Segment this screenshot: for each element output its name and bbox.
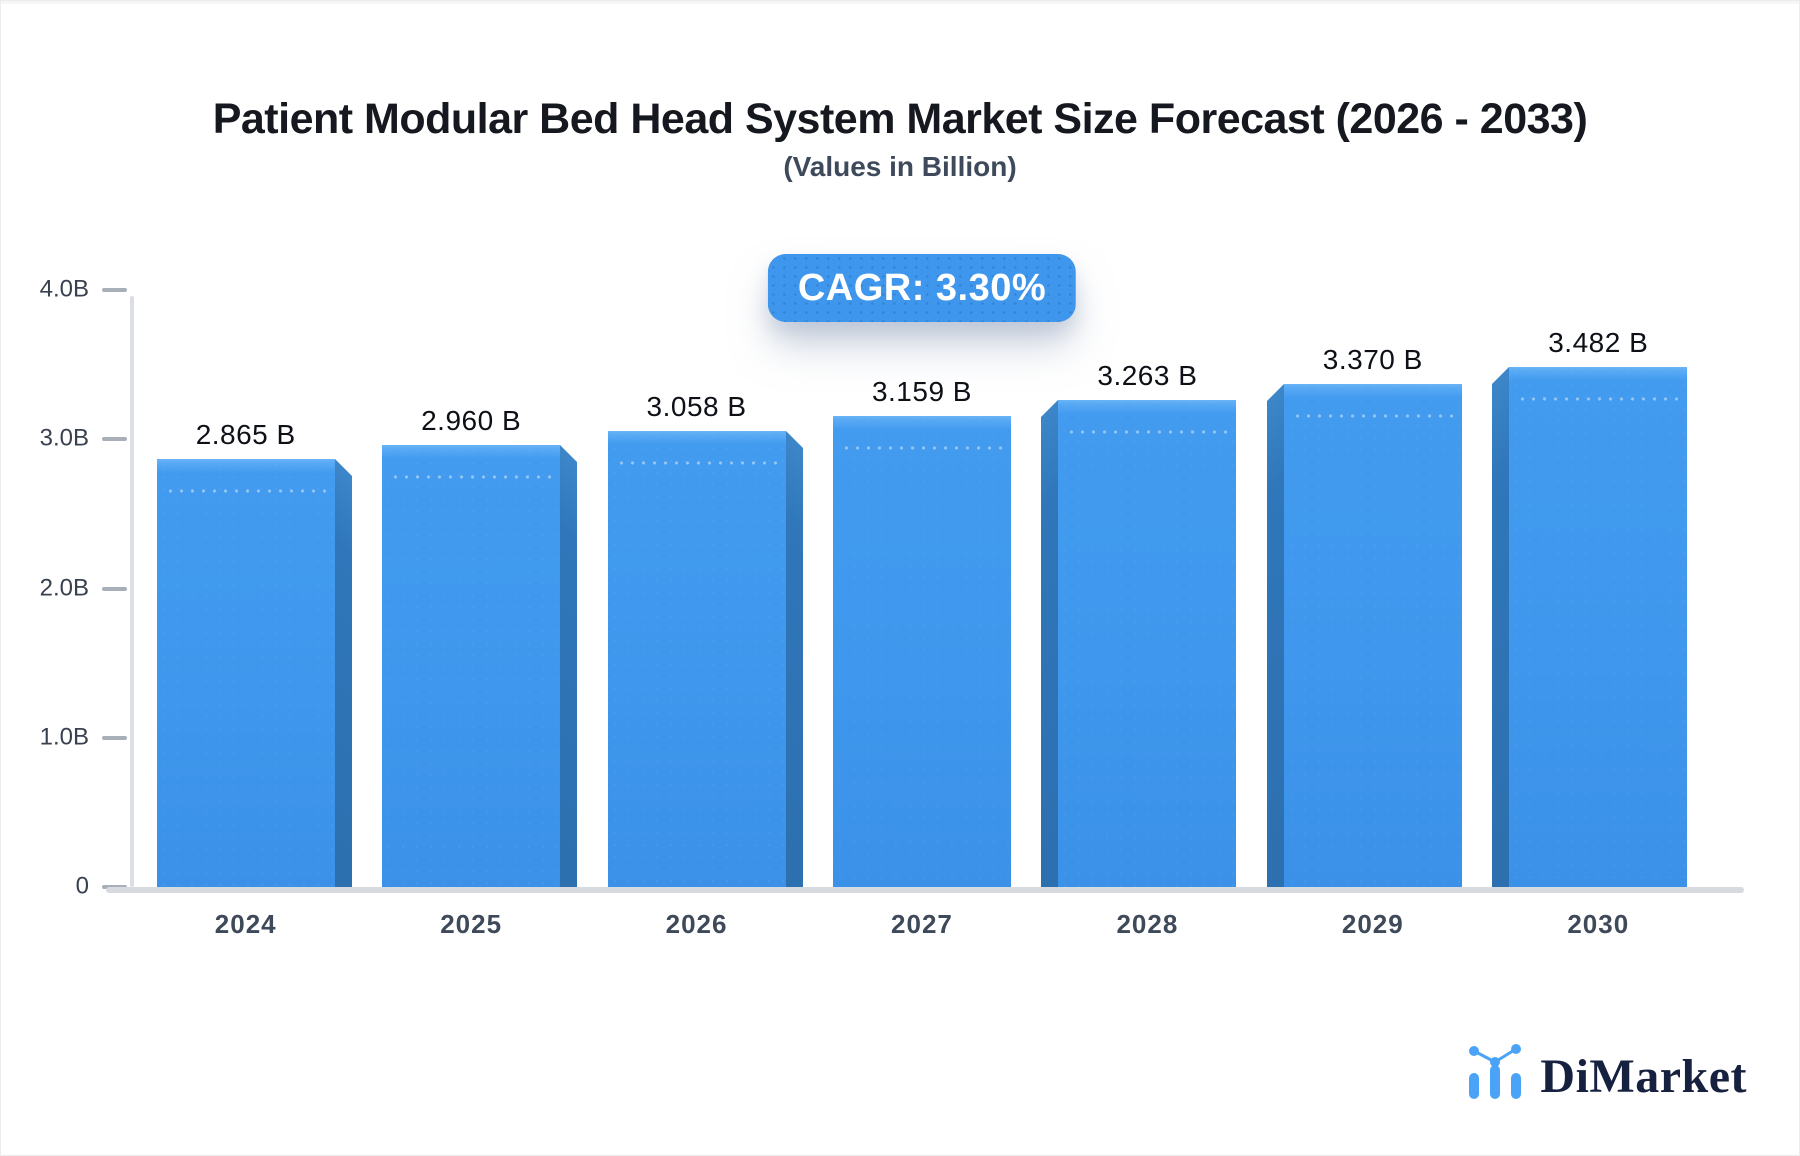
bar-front-face bbox=[156, 459, 335, 887]
bar-side-face bbox=[1041, 400, 1059, 887]
bar-front-face bbox=[382, 445, 561, 887]
x-axis-label-2026: 2026 bbox=[665, 909, 728, 939]
bar-slot-2030: 3.482 B bbox=[1486, 290, 1711, 887]
plot-area: 2.865 B 2.960 B 3.058 B 3.159 B 3.263 B 3.370… bbox=[133, 290, 1711, 887]
bar-value-label: 3.482 B bbox=[1548, 327, 1649, 359]
bar-2027: 3.159 B bbox=[832, 376, 1011, 887]
x-axis-label-2028: 2028 bbox=[1116, 909, 1179, 939]
x-axis-label-2025: 2025 bbox=[440, 909, 503, 939]
bar-front-face bbox=[832, 415, 1011, 887]
y-tick-label: 0 bbox=[75, 872, 89, 900]
bar-slot-2026: 3.058 B bbox=[584, 290, 809, 887]
bar-2028: 3.263 B bbox=[1041, 360, 1237, 887]
bar-2025: 2.960 B bbox=[382, 405, 578, 887]
y-tick-dash bbox=[102, 437, 127, 442]
bar-2024: 2.865 B bbox=[156, 419, 352, 887]
x-axis-label-2030: 2030 bbox=[1567, 909, 1630, 939]
y-axis-line bbox=[130, 296, 134, 887]
bar-side-face bbox=[1266, 384, 1284, 887]
bar-value-label: 3.370 B bbox=[1322, 344, 1423, 376]
bar-value-label: 3.263 B bbox=[1097, 360, 1198, 391]
cagr-badge: CAGR: 3.30% bbox=[767, 254, 1077, 322]
y-tick-label: 4.0B bbox=[39, 275, 89, 303]
x-axis-label-2029: 2029 bbox=[1341, 909, 1404, 939]
y-tick-dash bbox=[102, 586, 127, 591]
y-tick-label: 3.0B bbox=[39, 424, 89, 452]
bar-side-face bbox=[560, 445, 578, 887]
bar-slot-2025: 2.960 B bbox=[358, 290, 583, 887]
x-axis-labels: 2024 2025 2026 2027 2028 2029 2030 bbox=[133, 909, 1711, 940]
bar-2029: 3.370 B bbox=[1266, 344, 1462, 887]
bar-2026: 3.058 B bbox=[607, 391, 803, 887]
chart-title: Patient Modular Bed Head System Market S… bbox=[212, 95, 1588, 143]
x-axis-label-2024: 2024 bbox=[214, 909, 277, 939]
bar-value-label: 3.159 B bbox=[871, 375, 972, 407]
bar-value-label: 2.865 B bbox=[195, 419, 296, 451]
bar-front-face bbox=[1509, 367, 1688, 887]
bar-front-face bbox=[1058, 400, 1237, 887]
bar-side-face bbox=[1492, 367, 1510, 887]
y-tick-dash bbox=[102, 735, 127, 740]
bar-value-label: 2.960 B bbox=[421, 405, 522, 437]
x-axis-baseline bbox=[106, 887, 1744, 893]
dimarket-logo: DiMarket bbox=[1464, 1043, 1747, 1101]
y-axis: 4.0B 3.0B 2.0B 1.0B 0 bbox=[1, 275, 133, 899]
y-tick-label: 2.0B bbox=[39, 573, 89, 601]
y-tick-dash bbox=[102, 288, 127, 292]
bar-front-face bbox=[1283, 384, 1462, 887]
bar-slot-2028: 3.263 B bbox=[1035, 290, 1260, 887]
x-axis-label-2027: 2027 bbox=[891, 909, 953, 939]
chart-subtitle: (Values in Billion) bbox=[783, 151, 1017, 182]
bar-slot-2027: 3.159 B bbox=[809, 290, 1034, 887]
bar-slot-2024: 2.865 B bbox=[133, 290, 358, 887]
bar-value-label: 3.058 B bbox=[646, 390, 747, 422]
y-tick-label: 1.0B bbox=[39, 723, 89, 751]
bar-side-face bbox=[785, 430, 803, 887]
bar-slot-2029: 3.370 B bbox=[1260, 290, 1485, 887]
bar-front-face bbox=[607, 430, 786, 887]
bar-2030: 3.482 B bbox=[1492, 327, 1688, 887]
bar-side-face bbox=[334, 459, 352, 887]
bar-chart-sparkline-icon bbox=[1464, 1043, 1526, 1101]
logo-wordmark: DiMarket bbox=[1540, 1050, 1747, 1103]
